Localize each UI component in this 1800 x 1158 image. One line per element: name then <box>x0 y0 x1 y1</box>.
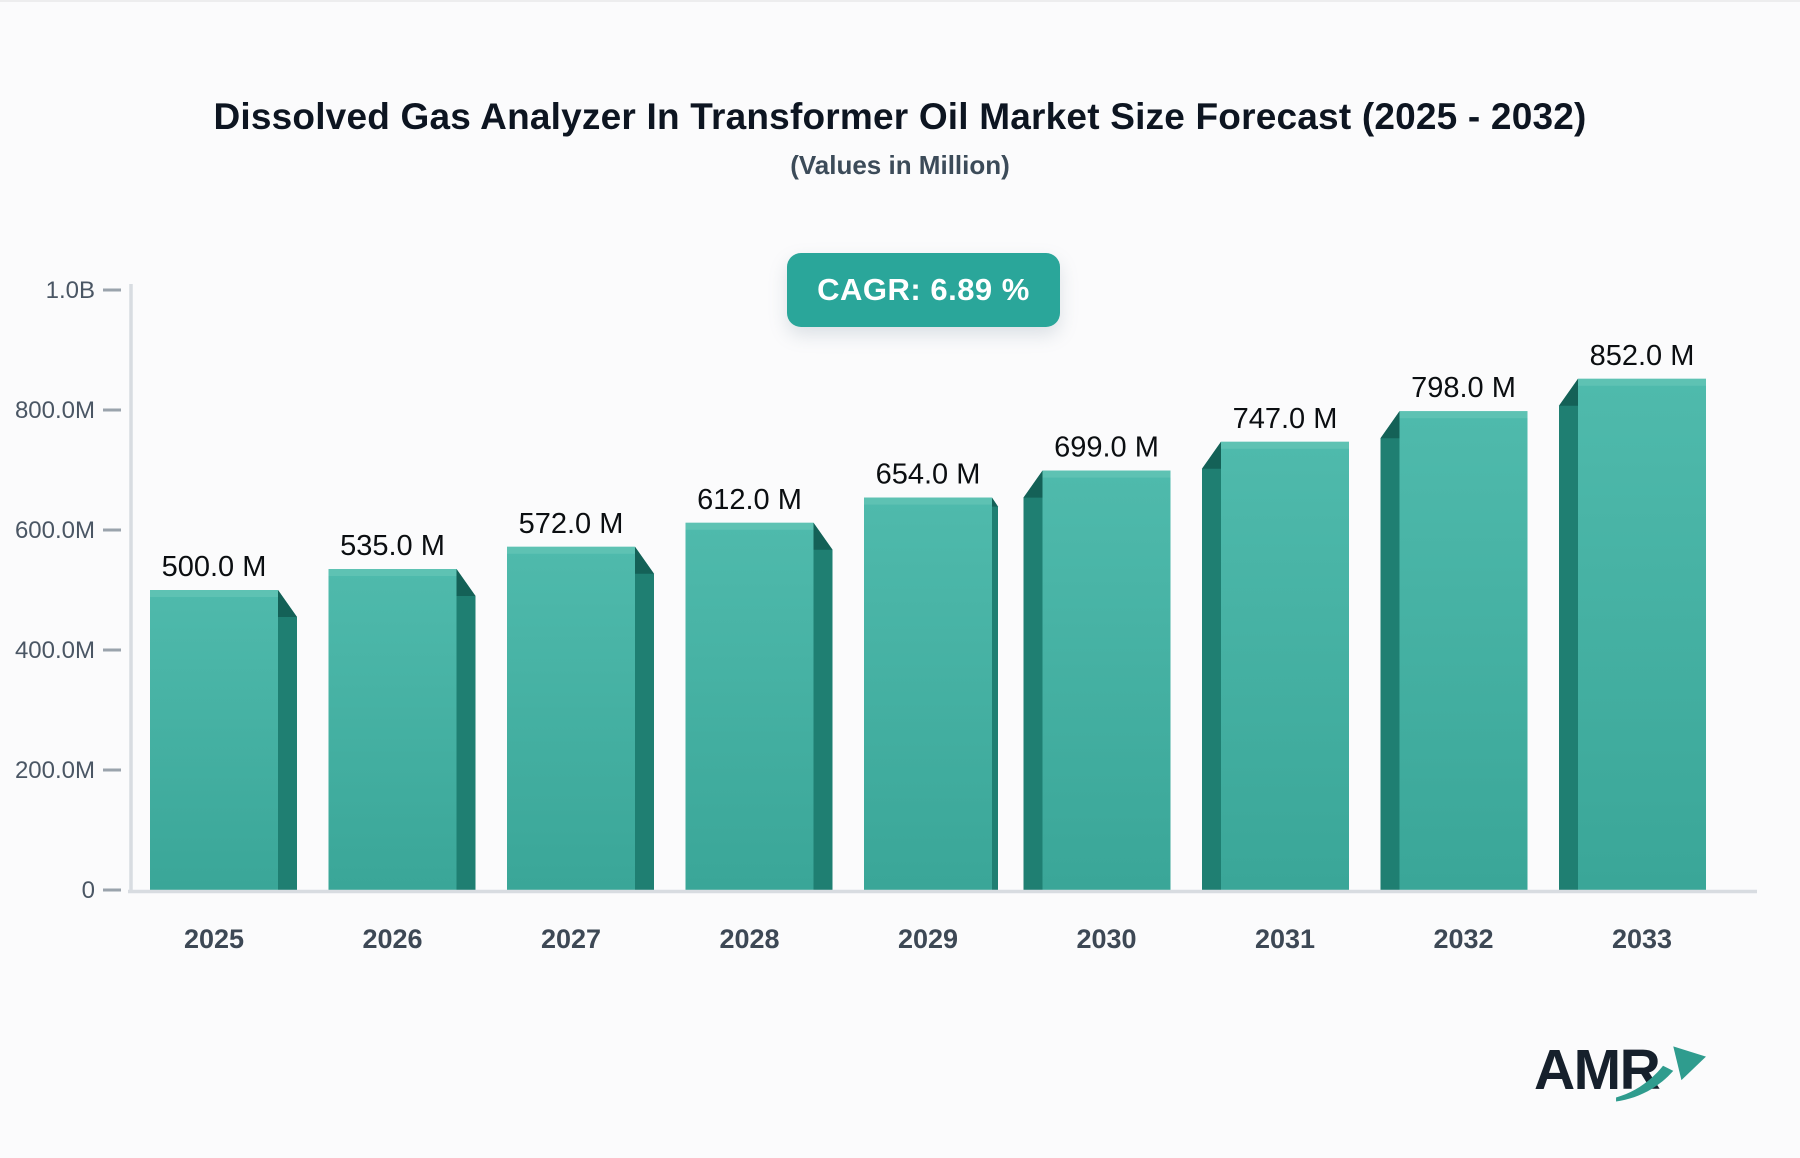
bar-side-face <box>1380 411 1400 890</box>
y-tick-label: 0 <box>82 877 95 904</box>
bar-top-highlight <box>328 569 457 576</box>
bar <box>328 569 457 890</box>
bar-value-label: 747.0 M <box>1233 403 1338 435</box>
y-tick-label: 600.0M <box>15 517 95 544</box>
bar <box>1042 470 1171 890</box>
bar-value-label: 654.0 M <box>876 459 981 491</box>
x-axis-label: 2032 <box>1433 924 1493 954</box>
bar-side-bevel <box>1202 441 1221 469</box>
bar-value-label: 852.0 M <box>1590 340 1695 372</box>
bar-side-bevel <box>1559 378 1578 406</box>
growth-arrow-icon <box>1616 1046 1706 1102</box>
page-title: Dissolved Gas Analyzer In Transformer Oi… <box>213 96 1587 137</box>
y-tick-label: 800.0M <box>15 397 95 424</box>
bar-side-bevel <box>278 590 297 617</box>
bar-top-highlight <box>507 546 635 554</box>
x-axis-label: 2027 <box>541 924 601 954</box>
x-axis-label: 2031 <box>1255 924 1315 954</box>
bar <box>685 522 814 890</box>
bar-top-highlight <box>1221 441 1349 449</box>
bar-top-highlight <box>1399 411 1528 419</box>
bar <box>1399 411 1528 890</box>
cagr-badge: CAGR: 6.89 % <box>787 253 1060 327</box>
bar-side-face <box>992 497 998 890</box>
bar-side-face <box>456 569 476 890</box>
bar-value-label: 798.0 M <box>1411 372 1516 404</box>
bar-top-highlight <box>864 497 992 505</box>
bar-side-bevel <box>456 569 476 596</box>
bar-value-label: 699.0 M <box>1054 432 1159 464</box>
bar-top-highlight <box>150 590 278 597</box>
arrow-tail <box>1616 1065 1674 1102</box>
bar <box>507 546 635 890</box>
bar-side-face <box>813 522 833 890</box>
x-axis-label: 2025 <box>184 924 244 954</box>
bar-top-highlight <box>1578 378 1706 386</box>
bar-side-face <box>1202 441 1221 890</box>
x-axis-label: 2028 <box>719 924 779 954</box>
bar-side-bevel <box>992 497 998 507</box>
x-axis-label: 2030 <box>1076 924 1136 954</box>
arrow-head <box>1673 1046 1706 1081</box>
y-tick-label: 1.0B <box>46 277 95 304</box>
x-axis-label: 2033 <box>1612 924 1672 954</box>
bar-side-bevel <box>1023 470 1043 498</box>
bar-value-label: 612.0 M <box>697 484 802 516</box>
bar-side-face <box>1023 470 1043 890</box>
bar-side-face <box>635 546 654 890</box>
bar-value-label: 500.0 M <box>162 551 267 583</box>
bar-side-bevel <box>813 522 833 550</box>
x-axis-label: 2029 <box>898 924 958 954</box>
y-tick-label: 400.0M <box>15 637 95 664</box>
bar-top-highlight <box>1042 470 1171 478</box>
bar-side-bevel <box>635 546 654 574</box>
bar <box>864 497 992 890</box>
bar <box>150 590 278 890</box>
bar-side-bevel <box>1380 411 1400 439</box>
y-tick-label: 200.0M <box>15 757 95 784</box>
x-axis-label: 2026 <box>362 924 422 954</box>
bar-side-face <box>1559 378 1578 890</box>
page-subtitle: (Values in Million) <box>790 150 1010 180</box>
bar <box>1578 378 1706 890</box>
amr-logo: AMR <box>1534 1040 1754 1130</box>
bar-side-face <box>278 590 297 890</box>
bar <box>1221 441 1349 890</box>
bar-top-highlight <box>685 522 814 530</box>
bar-value-label: 572.0 M <box>519 508 624 540</box>
bar-value-label: 535.0 M <box>340 530 445 562</box>
